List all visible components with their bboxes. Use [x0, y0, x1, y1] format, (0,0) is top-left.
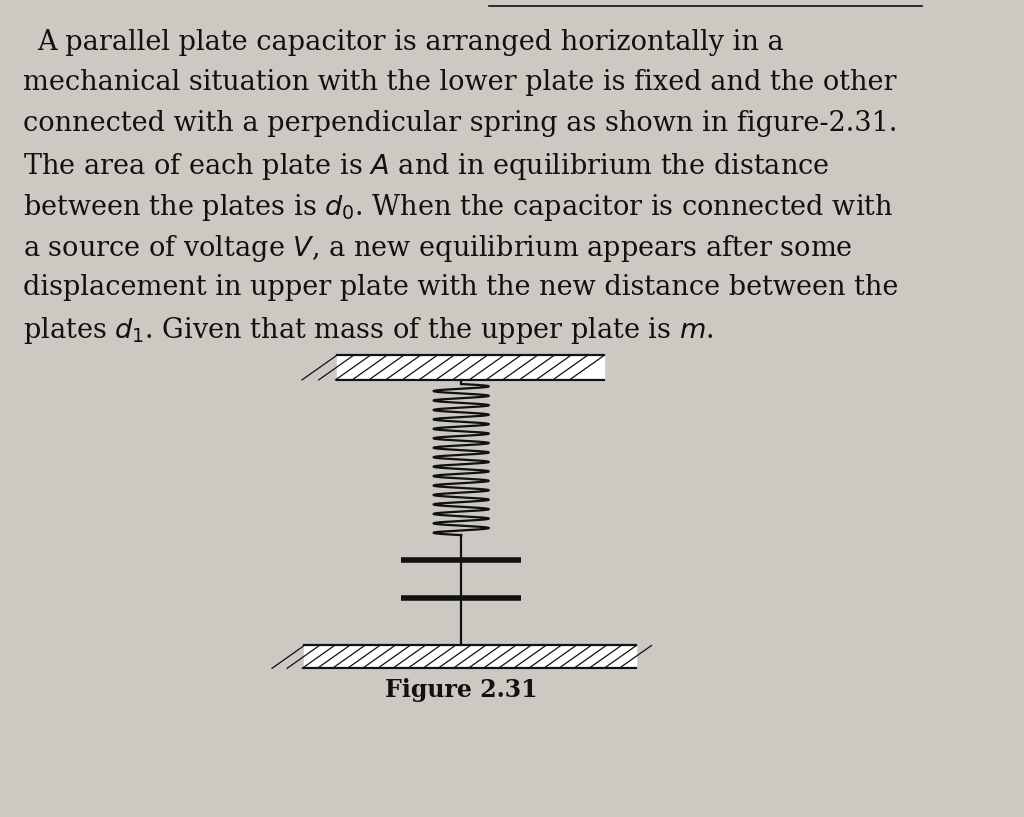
Text: between the plates is $d_0$. When the capacitor is connected with: between the plates is $d_0$. When the ca…	[24, 192, 894, 223]
Text: displacement in upper plate with the new distance between the: displacement in upper plate with the new…	[24, 274, 898, 301]
Bar	[337, 355, 604, 380]
Bar	[304, 645, 637, 668]
Text: mechanical situation with the lower plate is fixed and the other: mechanical situation with the lower plat…	[24, 69, 897, 96]
Text: a source of voltage $V$, a new equilibrium appears after some: a source of voltage $V$, a new equilibri…	[24, 233, 853, 264]
Text: plates $d_1$. Given that mass of the upper plate is $m$.: plates $d_1$. Given that mass of the upp…	[24, 315, 714, 346]
Text: The area of each plate is $A$ and in equilibrium the distance: The area of each plate is $A$ and in equ…	[24, 151, 829, 182]
Text: connected with a perpendicular spring as shown in figure-2.31.: connected with a perpendicular spring as…	[24, 110, 897, 137]
Text: A parallel plate capacitor is arranged horizontally in a: A parallel plate capacitor is arranged h…	[37, 29, 783, 56]
Text: Figure 2.31: Figure 2.31	[385, 678, 538, 703]
